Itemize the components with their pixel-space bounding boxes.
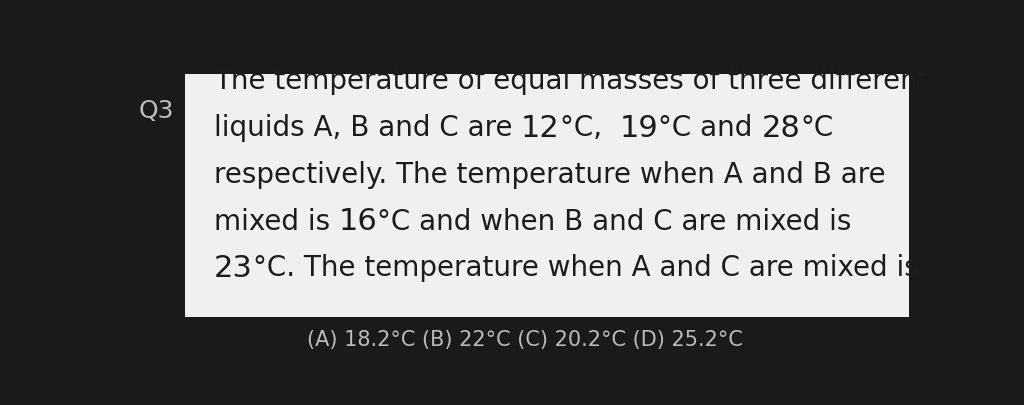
Text: °C and: °C and [658, 114, 762, 142]
Text: 12: 12 [521, 114, 560, 143]
Text: (A) 18.2°C (B) 22°C (C) 20.2°C (D) 25.2°C: (A) 18.2°C (B) 22°C (C) 20.2°C (D) 25.2°… [307, 330, 742, 350]
Text: 23: 23 [214, 254, 253, 283]
Text: 28: 28 [762, 114, 801, 143]
Text: 16: 16 [339, 207, 378, 236]
Text: mixed is: mixed is [214, 208, 339, 236]
Text: liquids A, B and C are: liquids A, B and C are [214, 114, 521, 142]
Text: °C. The temperature when A and C are mixed is: °C. The temperature when A and C are mix… [253, 254, 919, 282]
FancyBboxPatch shape [185, 74, 909, 317]
Text: 19: 19 [620, 114, 658, 143]
Text: °C,: °C, [560, 114, 620, 142]
Text: respectively. The temperature when A and B are: respectively. The temperature when A and… [214, 161, 886, 189]
Text: The temperature of equal masses of three different: The temperature of equal masses of three… [214, 67, 929, 95]
Text: °C and when B and C are mixed is: °C and when B and C are mixed is [378, 208, 852, 236]
Text: Q3: Q3 [139, 99, 174, 123]
Text: °C: °C [801, 114, 834, 142]
